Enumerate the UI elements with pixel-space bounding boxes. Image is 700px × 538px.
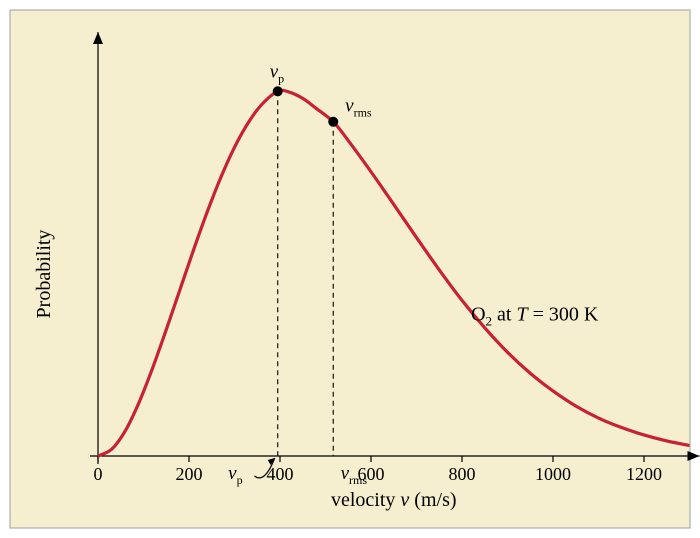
vrms-marker [328,117,338,127]
x-axis-arrow-icon [688,451,700,461]
y-axis-title: Probability [33,230,55,319]
x-tick-label: 1200 [626,464,662,484]
x-tick-label: 200 [176,464,203,484]
x-tick-label: 1000 [535,464,571,484]
maxwell-boltzmann-chart: 020040060080010001200 vp vrms vp vrms O2… [0,0,700,538]
x-tick-label: 0 [94,464,103,484]
vp-marker [273,86,283,96]
x-axis-title: velocity v (m/s) [331,489,457,511]
x-tick-label: 800 [449,464,476,484]
